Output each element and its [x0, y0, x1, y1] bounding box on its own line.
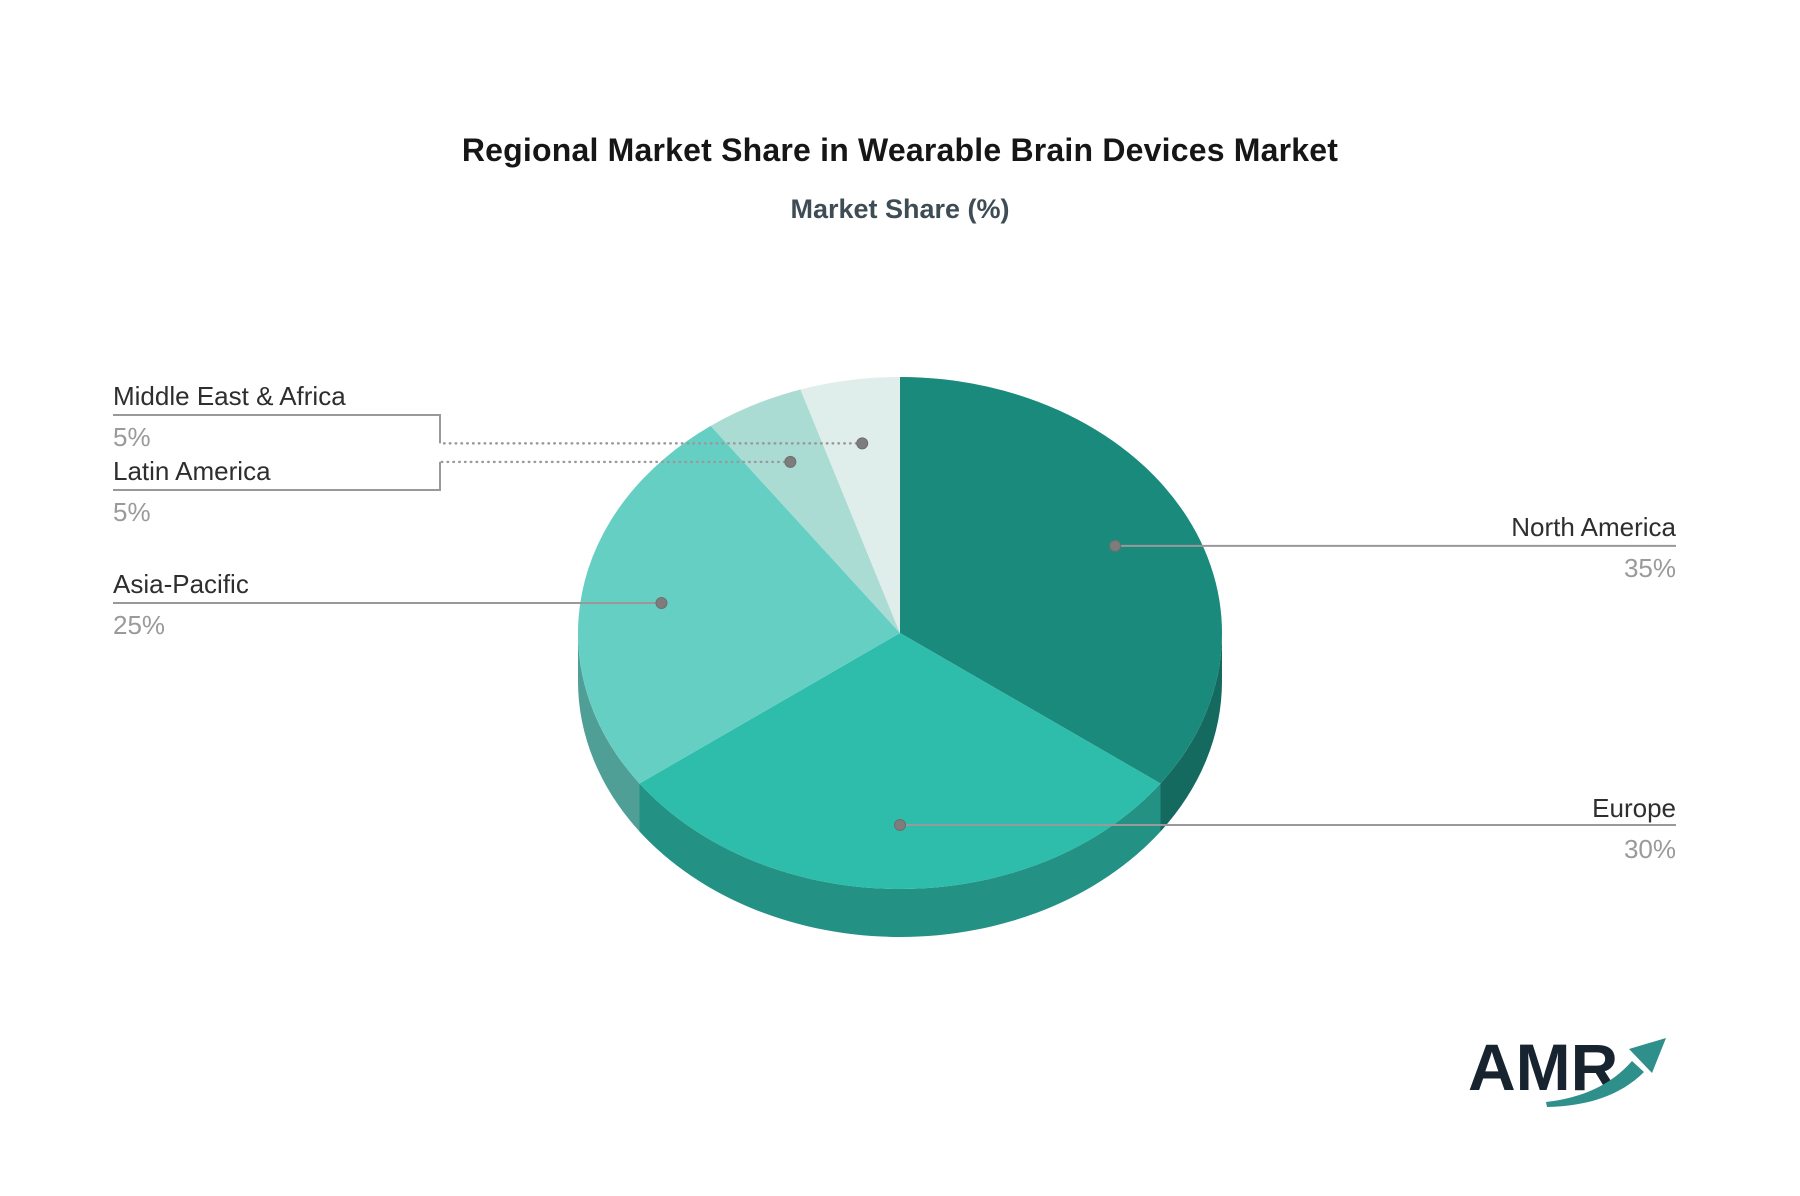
growth-arrow-icon	[1546, 1038, 1666, 1107]
leader-line	[113, 461, 441, 491]
callout-latin-america: Latin America 5%	[113, 455, 271, 527]
pie-side-walls	[578, 633, 1222, 937]
pie-slice-asia-pacific	[578, 425, 900, 784]
callout-label: Latin America	[113, 456, 271, 486]
callout-label: Asia-Pacific	[113, 569, 249, 599]
callout-north-america: North America 35%	[1511, 511, 1676, 583]
pie-slice-middle-east-and-africa	[800, 377, 900, 633]
callout-middle-east-africa: Middle East & Africa 5%	[113, 380, 346, 452]
leader-line	[113, 414, 441, 444]
callout-percent: 5%	[113, 422, 151, 452]
page-title: Regional Market Share in Wearable Brain …	[461, 132, 1339, 168]
callout-lines	[113, 414, 1676, 826]
amr-logo-text: AMR	[1468, 1030, 1619, 1104]
pie-top-faces	[578, 377, 1222, 889]
leader-dot-europe	[894, 819, 906, 831]
pie-side-asia-pacific	[578, 633, 640, 832]
callout-label: Middle East & Africa	[113, 381, 346, 411]
callout-dots	[655, 437, 1122, 831]
pie-side-north-america	[1160, 633, 1222, 832]
callout-percent: 30%	[1623, 834, 1676, 864]
callout-label: North America	[1511, 512, 1676, 542]
pie-side-europe	[639, 783, 1161, 937]
leader-dot-latin-america	[784, 455, 797, 468]
callout-europe: Europe 30%	[1592, 792, 1676, 864]
callout-percent: 35%	[1623, 553, 1676, 583]
callout-asia-pacific: Asia-Pacific 25%	[113, 568, 249, 640]
pie-slice-latin-america	[710, 389, 900, 633]
pie-slice-north-america	[900, 377, 1222, 784]
callout-percent: 5%	[113, 497, 151, 527]
leader-dot-middle-east-and-africa	[856, 437, 869, 450]
leader-dot-north-america	[1109, 539, 1122, 552]
chart-subtitle: Market Share (%)	[790, 194, 1010, 224]
amr-logo: AMR	[1468, 1028, 1708, 1124]
callout-percent: 25%	[113, 610, 166, 640]
callout-label: Europe	[1592, 793, 1676, 823]
leader-dot-asia-pacific	[655, 596, 668, 609]
